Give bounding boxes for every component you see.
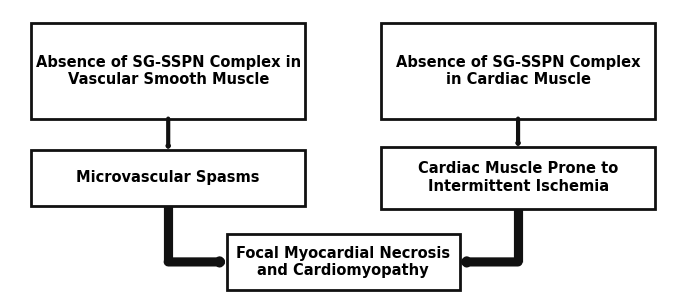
Text: Microvascular Spasms: Microvascular Spasms: [76, 170, 260, 185]
FancyBboxPatch shape: [31, 23, 305, 119]
FancyBboxPatch shape: [227, 234, 460, 290]
FancyBboxPatch shape: [31, 150, 305, 206]
FancyBboxPatch shape: [381, 147, 655, 208]
Text: Absence of SG-SSPN Complex in
Vascular Smooth Muscle: Absence of SG-SSPN Complex in Vascular S…: [36, 55, 301, 87]
FancyBboxPatch shape: [381, 23, 655, 119]
Text: Absence of SG-SSPN Complex
in Cardiac Muscle: Absence of SG-SSPN Complex in Cardiac Mu…: [395, 55, 640, 87]
Text: Focal Myocardial Necrosis
and Cardiomyopathy: Focal Myocardial Necrosis and Cardiomyop…: [236, 246, 450, 278]
Text: Cardiac Muscle Prone to
Intermittent Ischemia: Cardiac Muscle Prone to Intermittent Isc…: [418, 161, 618, 194]
